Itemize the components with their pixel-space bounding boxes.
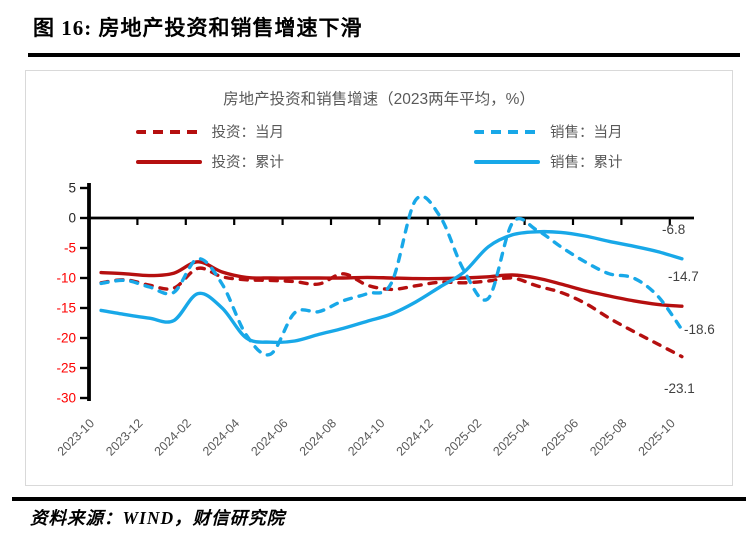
chart-legend: 投资：当月 销售：当月 投资：累计 销售：累计 xyxy=(26,121,732,172)
legend-label: 投资：累计 xyxy=(211,155,285,171)
data-source-note: 资料来源：WIND，财信研究院 xyxy=(30,508,286,528)
footer-rule xyxy=(12,497,746,501)
legend-label: 销售：当月 xyxy=(550,125,623,141)
legend-line-solid-red-icon xyxy=(135,159,202,164)
legend-item-investment-cumulative: 投资：累计 xyxy=(135,151,285,172)
figure-title: 图 16: 房地产投资和销售增速下滑 xyxy=(33,16,363,40)
chart-title: 房地产投资和销售增速（2023两年平均，%） xyxy=(223,91,535,108)
legend-item-sales-monthly: 销售：当月 xyxy=(474,121,623,142)
chart-panel: 房地产投资和销售增速（2023两年平均，%） 投资：当月 销售：当月 投资：累计… xyxy=(25,70,733,486)
legend-label: 投资：当月 xyxy=(211,125,285,141)
legend-line-dashed-blue-icon xyxy=(474,129,540,134)
legend-line-solid-blue-icon xyxy=(474,159,540,164)
legend-item-investment-monthly: 投资：当月 xyxy=(135,121,285,142)
legend-label: 销售：累计 xyxy=(550,155,623,171)
title-rule xyxy=(28,53,740,57)
legend-item-sales-cumulative: 销售：累计 xyxy=(474,151,623,172)
legend-line-dashed-red-icon xyxy=(135,129,202,134)
chart-canvas xyxy=(26,171,732,485)
